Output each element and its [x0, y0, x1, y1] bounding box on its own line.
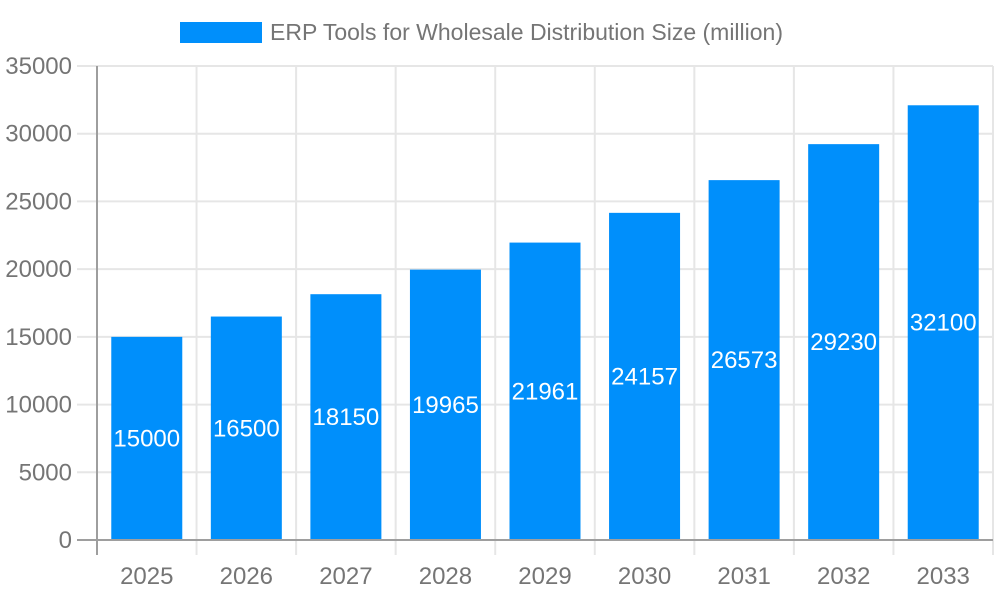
bar-2033[interactable]	[907, 105, 979, 540]
bar-value-label: 24157	[611, 363, 678, 390]
bar-value-label: 26573	[711, 347, 778, 374]
chart-legend[interactable]: ERP Tools for Wholesale Distribution Siz…	[180, 20, 783, 45]
bar-2030[interactable]	[609, 212, 681, 540]
bar-value-label: 16500	[213, 415, 280, 442]
x-axis-tick-label: 2025	[120, 563, 173, 590]
x-axis-tick-label: 2031	[717, 563, 770, 590]
y-axis-tick-label: 5000	[19, 459, 72, 486]
bar-2029[interactable]	[509, 242, 581, 540]
x-axis-tick-label: 2026	[220, 563, 273, 590]
y-axis-tick-label: 25000	[5, 188, 72, 215]
y-axis-tick-label: 15000	[5, 324, 72, 351]
bar-2025[interactable]	[111, 336, 183, 540]
bar-value-label: 19965	[412, 392, 479, 419]
bar-value-label: 32100	[910, 310, 977, 337]
x-axis-tick-label: 2033	[917, 563, 970, 590]
x-axis-tick-label: 2032	[817, 563, 870, 590]
bar-2028[interactable]	[409, 269, 481, 540]
bar-value-label: 18150	[313, 404, 380, 431]
y-axis-tick-label: 30000	[5, 121, 72, 148]
bar-value-label: 15000	[113, 425, 180, 452]
bar-value-label: 21961	[512, 378, 579, 405]
bar-2026[interactable]	[210, 316, 282, 540]
x-axis-tick-label: 2027	[319, 563, 372, 590]
y-axis-tick-label: 10000	[5, 392, 72, 419]
y-axis-tick-label: 20000	[5, 256, 72, 283]
bar-2032[interactable]	[808, 144, 880, 541]
x-axis-tick-label: 2028	[419, 563, 472, 590]
legend-series-label: ERP Tools for Wholesale Distribution Siz…	[270, 19, 784, 45]
y-axis-tick-label: 0	[59, 527, 72, 554]
legend-swatch[interactable]	[180, 22, 262, 43]
bar-2027[interactable]	[310, 294, 382, 540]
bar-2031[interactable]	[708, 180, 780, 540]
x-axis-tick-label: 2030	[618, 563, 671, 590]
y-axis-tick-label: 35000	[5, 53, 72, 80]
bar-value-label: 29230	[810, 329, 877, 356]
x-axis-tick-label: 2029	[518, 563, 571, 590]
